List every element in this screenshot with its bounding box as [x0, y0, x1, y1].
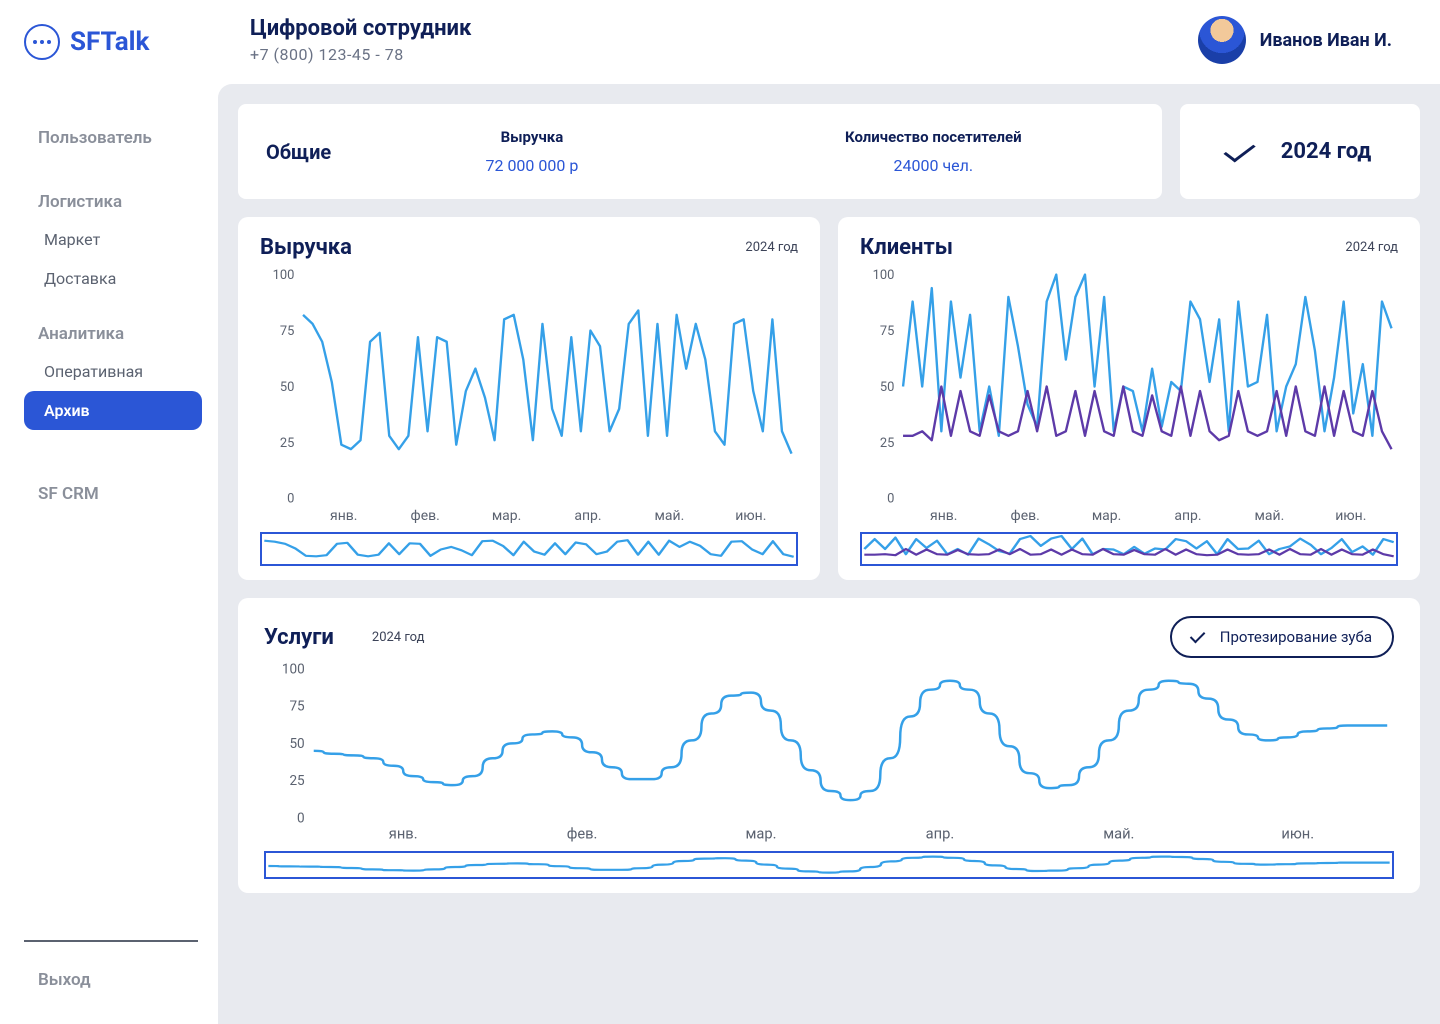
svg-text:янв.: янв. — [389, 825, 418, 843]
clients-brush[interactable] — [860, 532, 1398, 566]
kpi-visitors-label: Количество посетителей — [733, 128, 1134, 146]
kpi-visitors-value: 24000 чел. — [733, 156, 1134, 175]
nav-item[interactable]: Доставка — [24, 259, 202, 298]
svg-text:мар.: мар. — [492, 508, 522, 524]
year-label: 2024 год — [1281, 139, 1372, 164]
revenue-chart-card: Выручка 2024 год 0 25 50 75 100 янв. фев. мар. а… — [238, 217, 820, 580]
svg-text:янв.: янв. — [330, 508, 357, 524]
svg-text:апр.: апр. — [1174, 508, 1201, 524]
page-phone: +7 (800) 123-45 - 78 — [250, 45, 471, 64]
nav-header-user[interactable]: Пользователь — [24, 120, 218, 156]
brand-logo[interactable]: SFTalk — [24, 24, 218, 60]
brand-name: SFTalk — [70, 27, 149, 57]
kpi-revenue-value: 72 000 000 р — [331, 156, 732, 175]
svg-text:фев.: фев. — [567, 825, 598, 843]
nav-section-header[interactable]: Аналитика — [24, 316, 218, 352]
svg-text:июн.: июн. — [735, 508, 766, 524]
user-name: Иванов Иван И. — [1260, 30, 1392, 51]
revenue-brush[interactable] — [260, 532, 798, 566]
content: Общие Выручка 72 000 000 р Количество по… — [218, 84, 1440, 1024]
services-chart-title: Услуги — [264, 625, 334, 650]
svg-text:май.: май. — [1255, 508, 1285, 524]
chevron-down-icon — [1190, 628, 1206, 644]
services-chart-year: 2024 год — [372, 630, 425, 645]
svg-text:25: 25 — [289, 773, 305, 789]
clients-chart: 0 25 50 75 100 янв. фев. мар. апр. май. июн. — [860, 266, 1398, 524]
clients-chart-card: Клиенты 2024 год 0 25 50 75 100 янв. фев. мар. а… — [838, 217, 1420, 580]
kpi-card: Общие Выручка 72 000 000 р Количество по… — [238, 104, 1162, 199]
svg-text:янв.: янв. — [930, 508, 957, 524]
revenue-chart: 0 25 50 75 100 янв. фев. мар. апр. май. июн. — [260, 266, 798, 524]
svg-text:июн.: июн. — [1335, 508, 1366, 524]
services-chart: 0 25 50 75 100 янв. фев. мар. апр. май. июн. — [264, 662, 1394, 843]
nav-item[interactable]: Оперативная — [24, 352, 202, 391]
services-dropdown[interactable]: Протезирование зуба — [1170, 616, 1394, 658]
avatar — [1198, 16, 1246, 64]
svg-text:50: 50 — [289, 736, 304, 752]
svg-text:0: 0 — [297, 811, 305, 827]
svg-text:мар.: мар. — [1092, 508, 1121, 524]
revenue-chart-title: Выручка — [260, 235, 352, 260]
clients-chart-year: 2024 год — [1345, 240, 1398, 255]
svg-text:мар.: мар. — [746, 825, 777, 843]
user-menu[interactable]: Иванов Иван И. — [1198, 16, 1392, 64]
clients-chart-title: Клиенты — [860, 235, 953, 260]
kpi-overall-label: Общие — [266, 140, 331, 164]
nav-item[interactable]: Маркет — [24, 220, 202, 259]
svg-text:май.: май. — [655, 508, 685, 524]
services-brush[interactable] — [264, 851, 1394, 879]
nav-section-header[interactable]: Логистика — [24, 184, 218, 220]
nav-header-crm[interactable]: SF CRM — [24, 476, 218, 512]
services-chart-card: Услуги 2024 год Протезирование зуба 0 25 5… — [238, 598, 1420, 893]
svg-text:75: 75 — [880, 324, 895, 339]
svg-text:50: 50 — [880, 380, 895, 395]
sidebar-nav: Пользователь ЛогистикаМаркетДоставка Анал… — [24, 120, 218, 920]
svg-text:100: 100 — [282, 662, 305, 677]
svg-text:0: 0 — [887, 492, 894, 507]
svg-text:июн.: июн. — [1281, 825, 1314, 843]
svg-text:25: 25 — [880, 436, 895, 451]
svg-text:апр.: апр. — [926, 825, 955, 843]
year-selector[interactable]: 2024 год — [1180, 104, 1420, 199]
svg-text:0: 0 — [287, 492, 294, 507]
svg-text:25: 25 — [280, 436, 295, 451]
svg-text:фев.: фев. — [411, 508, 440, 524]
sidebar: SFTalk Пользователь ЛогистикаМаркетДоста… — [0, 0, 218, 1024]
svg-text:75: 75 — [289, 699, 305, 715]
services-dropdown-label: Протезирование зуба — [1220, 628, 1372, 646]
chevron-down-icon — [1223, 138, 1255, 162]
svg-text:100: 100 — [873, 268, 895, 283]
svg-text:апр.: апр. — [574, 508, 601, 524]
page-title: Цифровой сотрудник — [250, 16, 471, 41]
svg-text:фев.: фев. — [1011, 508, 1040, 524]
kpi-revenue-label: Выручка — [331, 128, 732, 146]
svg-text:100: 100 — [273, 268, 295, 283]
svg-text:50: 50 — [280, 380, 295, 395]
exit-button[interactable]: Выход — [24, 942, 198, 1000]
nav-item[interactable]: Архив — [24, 391, 202, 430]
topbar: Цифровой сотрудник +7 (800) 123-45 - 78 … — [218, 0, 1440, 84]
chat-bubble-icon — [24, 24, 60, 60]
svg-text:75: 75 — [280, 324, 295, 339]
svg-text:май.: май. — [1103, 825, 1134, 843]
main: Цифровой сотрудник +7 (800) 123-45 - 78 … — [218, 0, 1440, 1024]
revenue-chart-year: 2024 год — [745, 240, 798, 255]
